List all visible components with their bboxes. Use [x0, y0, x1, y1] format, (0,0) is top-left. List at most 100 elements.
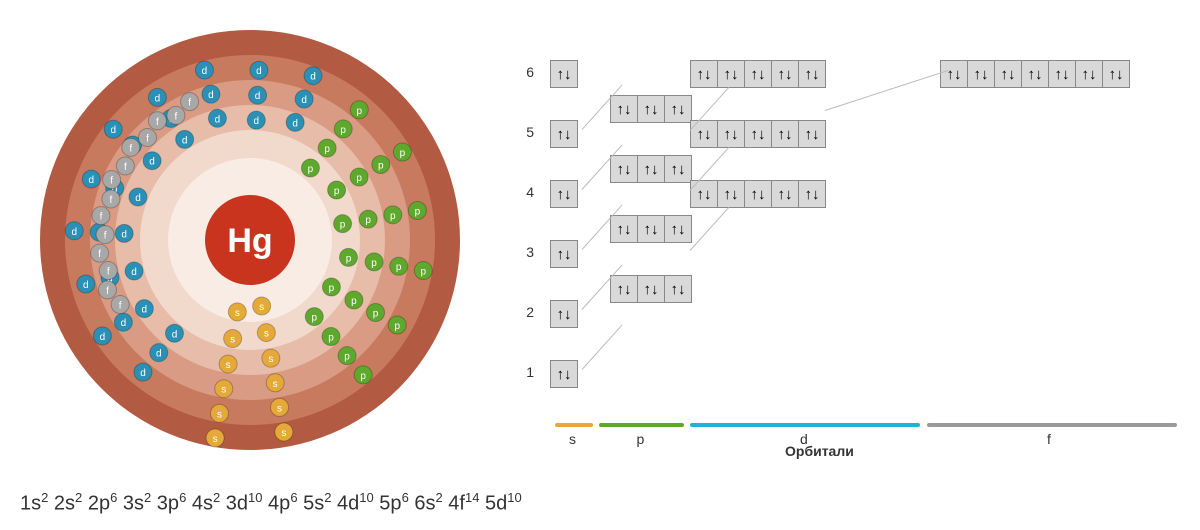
electron-d: d: [304, 67, 322, 85]
electron-p: p: [301, 159, 319, 177]
element-symbol: Hg: [227, 222, 272, 260]
electron-f: f: [99, 262, 117, 280]
svg-text:p: p: [346, 253, 352, 264]
svg-text:f: f: [175, 111, 178, 122]
svg-text:f: f: [146, 133, 149, 144]
orbital-box: ↑↓: [798, 180, 826, 208]
aufbau-connector: [825, 70, 949, 111]
svg-text:s: s: [221, 385, 226, 396]
shell-number: 1: [520, 364, 534, 380]
electron-f: f: [92, 207, 110, 225]
svg-text:d: d: [255, 91, 261, 102]
orbital-box: ↑↓: [610, 95, 638, 123]
orbital-box: ↑↓: [664, 215, 692, 243]
svg-text:s: s: [277, 403, 282, 414]
orbital-cluster: ↑↓↑↓↑↓: [610, 275, 691, 303]
svg-text:d: d: [121, 318, 127, 329]
svg-text:p: p: [308, 164, 314, 175]
electron-d: d: [150, 344, 168, 362]
svg-text:p: p: [378, 161, 384, 172]
legend-bar-f: [927, 423, 1177, 427]
svg-text:p: p: [415, 206, 421, 217]
orbital-box: ↑↓: [637, 95, 665, 123]
svg-text:f: f: [110, 176, 113, 187]
electron-p: p: [384, 206, 402, 224]
electron-p: p: [414, 262, 432, 280]
shell-number: 6: [520, 64, 534, 80]
electron-d: d: [104, 120, 122, 138]
orbital-box: ↑↓: [550, 240, 578, 268]
electron-configuration: 1s2 2s2 2p6 3s2 3p6 4s2 3d10 4p6 5s2 4d1…: [20, 490, 522, 516]
electron-s: s: [275, 423, 293, 441]
orbital-cluster: ↑↓: [550, 360, 577, 388]
svg-text:d: d: [110, 125, 116, 136]
electron-p: p: [393, 143, 411, 161]
electron-d: d: [129, 188, 147, 206]
svg-text:p: p: [390, 211, 396, 222]
shell-number: 5: [520, 124, 534, 140]
svg-text:p: p: [324, 144, 330, 155]
svg-text:p: p: [356, 173, 362, 184]
orbital-box: ↑↓: [610, 155, 638, 183]
svg-text:f: f: [106, 286, 109, 297]
svg-text:p: p: [371, 258, 377, 269]
orbital-box: ↑↓: [1102, 60, 1130, 88]
atom-shell-diagram: Hgssssppppppssppppppddddddddddssppppppdd…: [30, 20, 470, 460]
orbital-box: ↑↓: [798, 60, 826, 88]
svg-text:d: d: [131, 267, 137, 278]
electron-f: f: [122, 138, 140, 156]
svg-text:f: f: [188, 98, 191, 109]
legend-label-p: p: [637, 431, 645, 447]
electron-d: d: [148, 88, 166, 106]
electron-d: d: [208, 109, 226, 127]
legend-bar-d: [690, 423, 920, 427]
electron-d: d: [249, 86, 267, 104]
electron-d: d: [77, 275, 95, 293]
electron-p: p: [318, 139, 336, 157]
orbital-box: ↑↓: [717, 60, 745, 88]
svg-text:p: p: [373, 309, 379, 320]
electron-d: d: [176, 130, 194, 148]
orbital-cluster: ↑↓↑↓↑↓: [610, 95, 691, 123]
electron-p: p: [322, 328, 340, 346]
electron-s: s: [210, 404, 228, 422]
orbital-box: ↑↓: [637, 275, 665, 303]
orbital-cluster: ↑↓↑↓↑↓↑↓↑↓: [690, 120, 825, 148]
svg-text:p: p: [344, 352, 350, 363]
orbital-box: ↑↓: [798, 120, 826, 148]
orbital-cluster: ↑↓: [550, 60, 577, 88]
orbital-box: ↑↓: [940, 60, 968, 88]
orbital-box: ↑↓: [1075, 60, 1103, 88]
electron-f: f: [98, 281, 116, 299]
svg-text:f: f: [156, 117, 159, 128]
electron-d: d: [135, 300, 153, 318]
electron-f: f: [181, 93, 199, 111]
electron-d: d: [247, 111, 265, 129]
orbital-cluster: ↑↓↑↓↑↓: [610, 155, 691, 183]
electron-d: d: [165, 324, 183, 342]
electron-f: f: [96, 226, 114, 244]
svg-text:d: d: [256, 66, 262, 77]
orbital-box: ↑↓: [717, 180, 745, 208]
orbital-box: ↑↓: [550, 180, 578, 208]
svg-text:p: p: [340, 220, 346, 231]
orbital-box: ↑↓: [637, 215, 665, 243]
svg-text:p: p: [394, 321, 400, 332]
electron-f: f: [167, 106, 185, 124]
electron-s: s: [271, 398, 289, 416]
svg-text:d: d: [89, 175, 95, 186]
svg-text:d: d: [301, 95, 307, 106]
electron-s: s: [257, 324, 275, 342]
svg-text:f: f: [124, 162, 127, 173]
electron-p: p: [338, 347, 356, 365]
svg-text:p: p: [329, 283, 335, 294]
svg-text:p: p: [311, 313, 317, 324]
electron-p: p: [408, 201, 426, 219]
svg-text:p: p: [340, 125, 346, 136]
svg-text:p: p: [328, 333, 334, 344]
electron-p: p: [350, 168, 368, 186]
orbital-box: ↑↓: [610, 275, 638, 303]
orbital-box: ↑↓: [610, 215, 638, 243]
orbital-cluster: ↑↓↑↓↑↓↑↓↑↓: [690, 180, 825, 208]
electron-d: d: [114, 313, 132, 331]
